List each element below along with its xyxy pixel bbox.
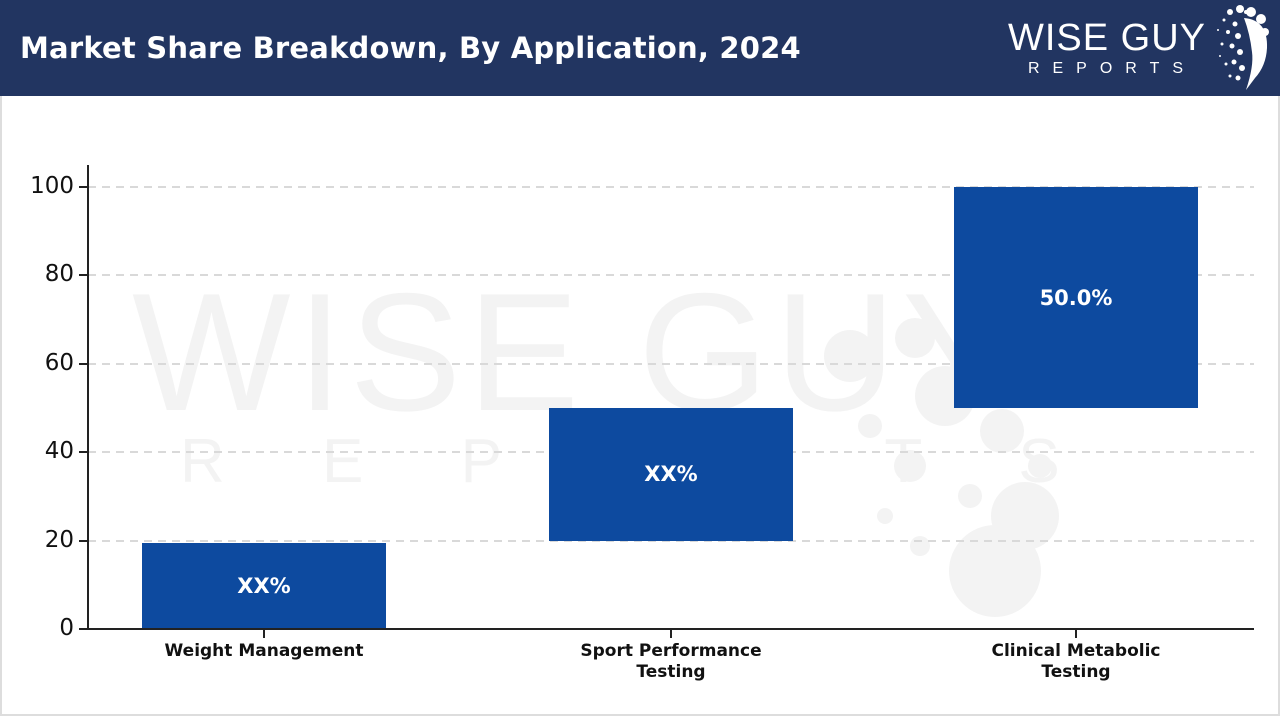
gridline — [88, 274, 1254, 277]
y-tick-mark — [79, 539, 88, 542]
x-tick-mark — [263, 630, 265, 638]
x-tick-mark — [1075, 630, 1077, 638]
y-axis-tick-label: 0 — [59, 615, 74, 641]
header-bar: Market Share Breakdown, By Application, … — [0, 0, 1280, 96]
x-axis-line — [87, 628, 1254, 630]
y-tick-mark — [79, 362, 88, 365]
y-axis-tick-label: 60 — [44, 349, 74, 376]
wise-guy-logo: WISE GUY REPORTS — [1008, 0, 1272, 96]
y-axis-tick-label: 80 — [44, 261, 74, 288]
logo-head-icon — [1217, 5, 1269, 90]
content-frame — [0, 96, 1280, 716]
logo-subtext: REPORTS — [1027, 59, 1197, 77]
x-axis-category-label: Clinical Metabolic Testing — [991, 641, 1161, 682]
x-axis-category-label: Weight Management — [164, 641, 364, 661]
y-tick-mark — [79, 186, 88, 188]
bar-value-label: XX% — [237, 573, 291, 598]
page-title: Market Share Breakdown, By Application, … — [20, 31, 801, 65]
logo-wordmark: WISE GUY — [1007, 16, 1206, 59]
gridline — [88, 186, 1254, 188]
y-axis-line — [87, 165, 89, 630]
y-tick-mark — [79, 451, 88, 454]
gridline — [88, 539, 1254, 542]
x-tick-mark — [670, 630, 672, 638]
y-axis-tick-label: 20 — [44, 526, 74, 553]
bar-segment: XX% — [549, 408, 793, 541]
bar-value-label: XX% — [644, 462, 698, 487]
y-tick-mark — [79, 628, 88, 630]
bar-segment: XX% — [142, 542, 386, 629]
logo-text: WISE GUY REPORTS — [1008, 19, 1206, 78]
gridline — [88, 362, 1254, 365]
y-axis-tick-label: 40 — [44, 438, 74, 465]
y-tick-mark — [79, 274, 88, 277]
bar-segment: 50.0% — [954, 187, 1198, 408]
y-axis-tick-label: 100 — [30, 173, 74, 199]
bar-value-label: 50.0% — [1039, 285, 1113, 310]
x-axis-category-label: Sport Performance Testing — [580, 641, 762, 682]
